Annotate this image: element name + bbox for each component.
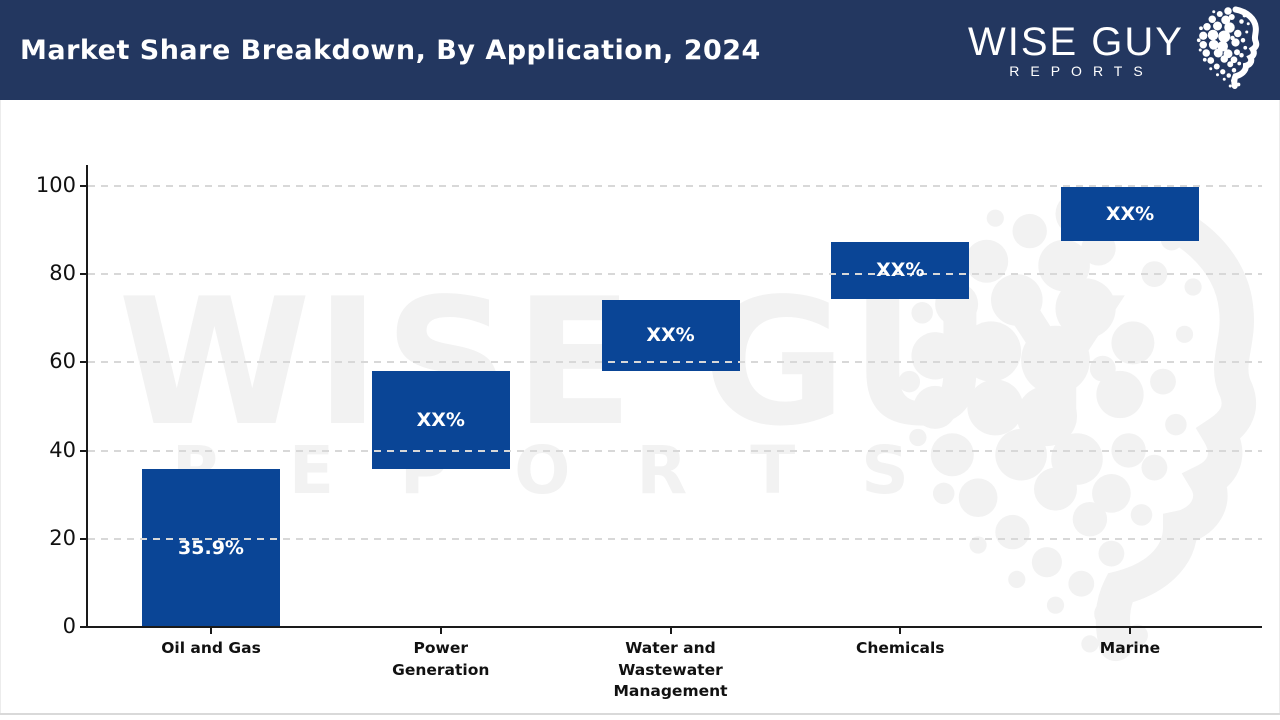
logo-brand-text: WISE GUY <box>967 20 1184 64</box>
x-tick-oil-and-gas <box>210 627 212 634</box>
bar-power-generation <box>371 371 510 469</box>
bar-marine <box>1061 186 1199 241</box>
x-tick-marine <box>1129 627 1131 634</box>
bar-oil-and-gas <box>142 468 280 627</box>
y-tick-label-0: 0 <box>62 614 76 638</box>
logo-sub-text: REPORTS <box>1009 63 1154 79</box>
footer-divider <box>0 713 1280 715</box>
y-tick-mark-100 <box>80 185 87 187</box>
category-label-oil-and-gas: Oil and Gas <box>161 639 261 657</box>
gridline-20 <box>88 537 1262 540</box>
gridline-40 <box>88 449 1262 452</box>
category-label-power-generation: Power Generation <box>392 639 490 679</box>
y-axis-line <box>86 165 88 628</box>
gridline-80 <box>88 273 1262 276</box>
y-tick-mark-60 <box>80 361 87 364</box>
category-label-water-and-wastewater-management: Water and Wastewater Management <box>613 639 728 701</box>
category-label-chemicals: Chemicals <box>855 639 945 657</box>
card-border-left <box>0 100 1 714</box>
x-tick-water-and-wastewater-management <box>669 627 672 634</box>
y-tick-label-100: 100 <box>35 173 76 197</box>
wiseguy-logo: WISE GUY REPORTS <box>968 5 1266 95</box>
x-tick-power-generation <box>439 627 442 634</box>
y-tick-mark-40 <box>80 449 87 452</box>
x-axis-line <box>86 626 1262 628</box>
y-tick-mark-0 <box>80 626 87 628</box>
header: Market Share Breakdown, By Application, … <box>0 0 1280 100</box>
y-tick-label-40: 40 <box>49 437 76 462</box>
gridline-100 <box>88 185 1262 187</box>
y-tick-mark-80 <box>80 273 87 276</box>
category-label-marine: Marine <box>1099 639 1161 657</box>
y-tick-label-60: 60 <box>49 349 76 374</box>
logo-text: WISE GUY REPORTS <box>968 21 1184 79</box>
bar-water-and-wastewater-management <box>601 299 740 372</box>
y-tick-label-20: 20 <box>49 525 76 550</box>
x-tick-chemicals <box>899 627 902 634</box>
y-tick-mark-20 <box>80 537 87 540</box>
y-tick-label-80: 80 <box>49 261 76 286</box>
bar-chemicals <box>831 242 970 299</box>
gridline-60 <box>88 361 1262 364</box>
page-title: Market Share Breakdown, By Application, … <box>20 34 761 66</box>
